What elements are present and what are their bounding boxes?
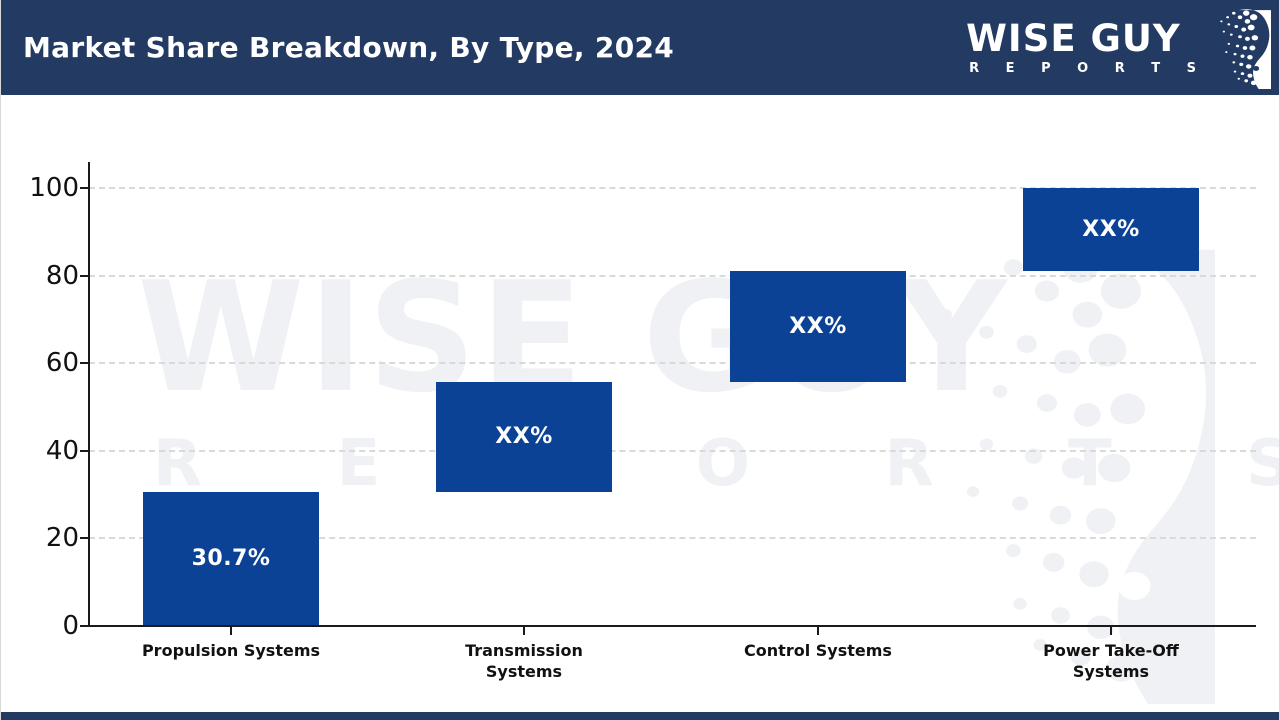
y-tick-label-60: 60: [45, 348, 79, 379]
watermark-text-bottom: R E P O R T S: [153, 427, 1280, 501]
y-axis-line: [88, 162, 90, 627]
watermark-head-icon: [940, 244, 1215, 704]
brand-text: WISE GUY R E P O R T S: [966, 20, 1207, 76]
gridline-40: [89, 449, 1256, 452]
brand-name: WISE GUY: [966, 17, 1181, 60]
category-label-1: Transmission Systems: [465, 641, 583, 681]
bar-segment-1: XX%: [436, 382, 612, 492]
bar-value-label: 30.7%: [191, 546, 271, 572]
gridline-100: [89, 187, 1256, 189]
y-tick-mark-0: [80, 625, 88, 627]
header-bar: Market Share Breakdown, By Type, 2024 WI…: [1, 0, 1279, 95]
brand-head-icon: [1220, 9, 1271, 89]
bar-value-label: XX%: [789, 313, 847, 339]
chart-title: Market Share Breakdown, By Type, 2024: [23, 31, 675, 64]
x-tick-mark-1: [523, 627, 525, 635]
gridline-60: [89, 362, 1256, 365]
y-tick-label-0: 0: [62, 611, 79, 641]
brand-logo: WISE GUY R E P O R T S: [966, 7, 1271, 89]
y-tick-label-20: 20: [45, 523, 79, 554]
category-label-0: Propulsion Systems: [141, 641, 321, 660]
y-tick-mark-60: [80, 362, 88, 365]
y-tick-mark-80: [80, 274, 88, 277]
x-tick-mark-0: [230, 627, 232, 635]
bar-segment-3: XX%: [1023, 188, 1199, 271]
brand-subname: R E P O R T S: [969, 61, 1207, 76]
x-tick-mark-3: [1110, 627, 1112, 635]
category-label-2: Control Systems: [744, 641, 892, 660]
bar-value-label: XX%: [495, 424, 553, 450]
x-axis-line: [88, 625, 1256, 627]
gridline-20: [89, 537, 1256, 540]
bar-segment-0: 30.7%: [143, 491, 319, 626]
bar-segment-2: XX%: [730, 270, 906, 383]
x-tick-mark-2: [817, 627, 819, 635]
y-tick-mark-100: [80, 187, 88, 189]
y-tick-mark-20: [80, 537, 88, 540]
category-label-3: Power Take-Off Systems: [1043, 641, 1179, 681]
y-tick-label-40: 40: [45, 435, 79, 466]
bar-value-label: XX%: [1082, 216, 1140, 242]
y-tick-mark-40: [80, 449, 88, 452]
gridline-80: [89, 274, 1256, 277]
y-tick-label-100: 100: [29, 173, 79, 203]
y-tick-label-80: 80: [45, 260, 79, 291]
footer-bar: [1, 712, 1279, 720]
